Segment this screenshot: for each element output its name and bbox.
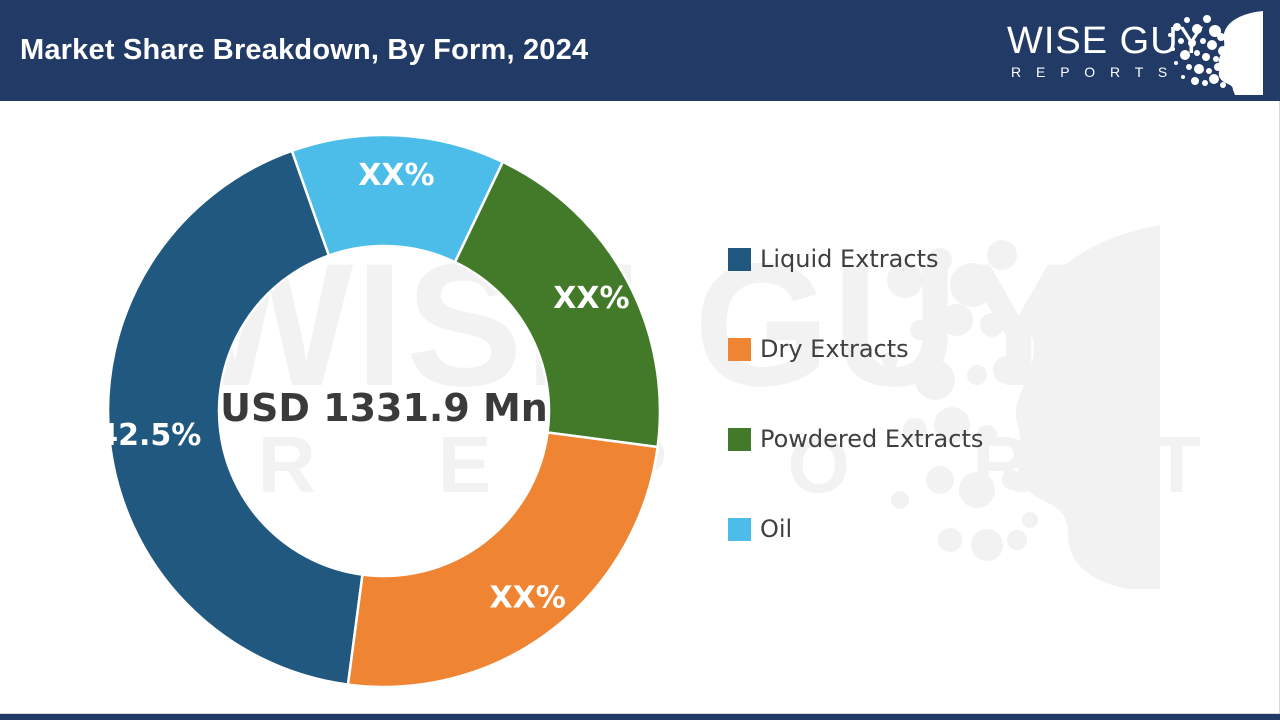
watermark-dot <box>915 360 955 400</box>
logo-dot <box>1207 40 1217 50</box>
watermark-dot <box>941 304 973 336</box>
watermark-dot <box>959 472 995 508</box>
logo-dot <box>1168 33 1172 37</box>
watermark-dot <box>910 320 930 340</box>
logo-dot <box>1200 38 1206 44</box>
watermark-dot <box>977 425 997 445</box>
logo-dot <box>1181 75 1185 79</box>
logo-dot <box>1206 68 1212 74</box>
watermark-dot <box>926 466 954 494</box>
donut-segment-dry-extracts[interactable] <box>346 431 659 689</box>
legend-swatch <box>728 427 751 451</box>
donut-segment-liquid-extracts[interactable] <box>106 149 364 686</box>
watermark-face-profile <box>1015 225 1160 589</box>
logo-dot <box>1217 33 1225 41</box>
watermark-dot <box>938 528 962 552</box>
logo-dot <box>1186 64 1192 70</box>
logo-dot <box>1213 56 1219 62</box>
watermark-dot <box>967 365 987 385</box>
logo-dot <box>1194 64 1204 74</box>
logo-wordmark: WISE GUY <box>1007 20 1205 62</box>
slice-label-powdered-extracts: XX% <box>553 281 629 316</box>
logo-dot <box>1174 61 1178 65</box>
logo-dot <box>1180 50 1190 60</box>
header-bar: Market Share Breakdown, By Form, 2024 <box>0 0 1280 101</box>
logo-dot <box>1203 15 1211 23</box>
logo-dot <box>1220 82 1226 88</box>
logo-dot <box>1191 77 1199 85</box>
chart-center-value: USD 1331.9 Mn <box>220 386 548 430</box>
watermark-dot <box>971 529 1003 561</box>
footer-divider <box>0 713 1280 714</box>
logo-dot <box>1188 39 1196 47</box>
legend-item-liquid-extracts[interactable]: Liquid Extracts <box>728 245 939 273</box>
legend-swatch <box>728 517 751 541</box>
watermark-dot <box>1022 512 1038 528</box>
logo-dot <box>1209 74 1219 84</box>
logo-dot <box>1202 80 1208 86</box>
watermark-dot <box>987 240 1017 270</box>
watermark-dot <box>887 262 923 298</box>
footer-bar <box>0 714 1280 720</box>
logo-dot <box>1192 24 1202 34</box>
legend-item-powdered-extracts[interactable]: Powdered Extracts <box>728 425 984 453</box>
logo-dot <box>1202 53 1210 61</box>
watermark-dot <box>934 407 970 443</box>
legend-swatch <box>728 247 751 271</box>
logo-dot <box>1178 38 1184 44</box>
logo-dot <box>1171 47 1175 51</box>
watermark-dot <box>903 418 927 442</box>
page-title: Market Share Breakdown, By Form, 2024 <box>20 34 589 66</box>
watermark-dot <box>891 491 909 509</box>
watermark-dot <box>980 313 1004 337</box>
watermark-dot <box>1002 470 1022 490</box>
watermark-dot <box>928 248 952 272</box>
logo-face-dots <box>1168 15 1228 88</box>
watermark-dot <box>993 356 1021 384</box>
watermark-dot <box>950 263 994 307</box>
slice-label-dry-extracts: XX% <box>490 581 566 616</box>
legend-label: Powdered Extracts <box>760 425 984 453</box>
slice-label-oil: XX% <box>358 158 434 193</box>
legend-item-dry-extracts[interactable]: Dry Extracts <box>728 335 909 363</box>
legend-swatch <box>728 337 751 361</box>
legend-label: Liquid Extracts <box>760 245 939 273</box>
logo-dot <box>1173 23 1181 31</box>
watermark-dot <box>882 352 898 368</box>
logo-dot <box>1184 17 1190 23</box>
watermark-dot <box>1007 530 1027 550</box>
logo-face-profile <box>1218 11 1263 95</box>
donut-segment-powdered-extracts[interactable] <box>453 160 662 449</box>
logo-dot <box>1209 25 1221 37</box>
logo-dot <box>1194 50 1200 56</box>
wise-guy-reports-logo: WISE GUY R E P O R T S <box>1007 11 1263 95</box>
legend-item-oil[interactable]: Oil <box>728 515 793 543</box>
logo-reports-text: R E P O R T S <box>1011 64 1173 80</box>
legend-label: Dry Extracts <box>760 335 909 363</box>
legend-label: Oil <box>760 515 793 543</box>
slice-label-liquid-extracts: 42.5% <box>97 418 201 453</box>
